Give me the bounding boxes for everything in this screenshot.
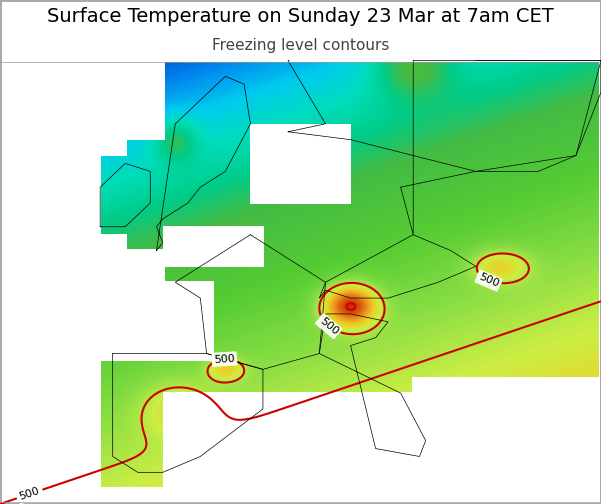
Text: Freezing level contours: Freezing level contours: [212, 38, 389, 53]
Text: 500: 500: [317, 316, 340, 337]
Text: 500: 500: [477, 272, 500, 289]
Text: Surface Temperature on Sunday 23 Mar at 7am CET: Surface Temperature on Sunday 23 Mar at …: [47, 8, 554, 26]
Text: 500: 500: [213, 353, 235, 365]
Text: 500: 500: [18, 486, 41, 502]
